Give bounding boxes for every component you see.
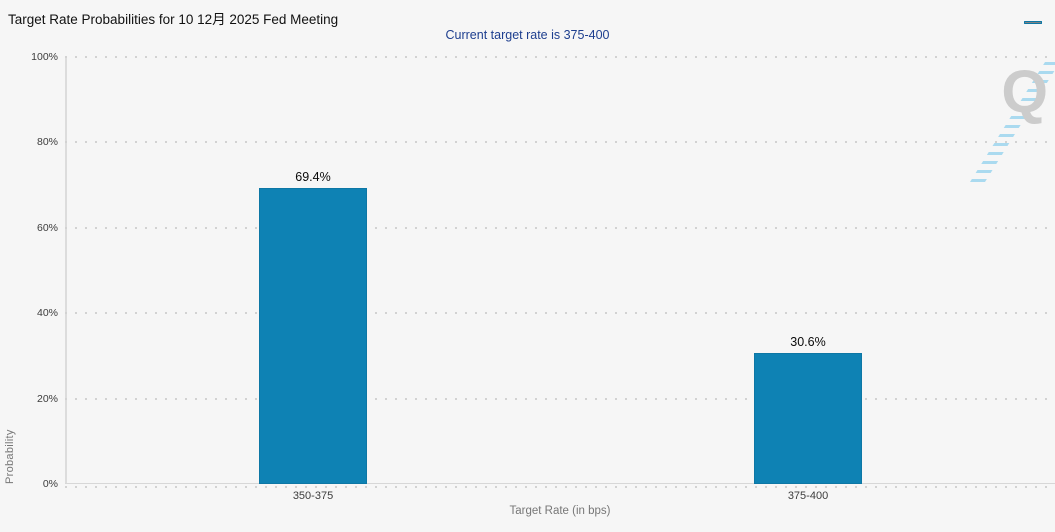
y-tick-label-20: 20% — [36, 392, 58, 405]
plot-area: 69.4% 350-375 30.6% 375-400 — [65, 56, 1055, 502]
menu-bar — [1024, 21, 1042, 24]
bar-value-label-375-400: 30.6% — [790, 335, 826, 349]
gridline-80 — [65, 141, 1055, 144]
bar-350-375[interactable] — [259, 188, 367, 484]
y-axis-line — [65, 57, 67, 484]
x-axis-tick-dots — [65, 486, 1055, 488]
x-tick-label-350-375: 350-375 — [292, 490, 334, 502]
y-tick-label-100: 100% — [31, 51, 58, 63]
y-tick-label-0: 0% — [42, 478, 58, 490]
x-axis-title: Target Rate (in bps) — [509, 505, 611, 517]
gridline-60 — [65, 226, 1055, 229]
bar-375-400[interactable] — [754, 353, 862, 484]
gridline-20 — [65, 397, 1055, 400]
chart-title: Target Rate Probabilities for 10 12月 202… — [8, 12, 339, 27]
chart-subtitle: Current target rate is 375-400 — [445, 28, 610, 42]
y-axis-tick-labels: 0% 20% 40% 60% 80% 100% — [0, 51, 60, 490]
gridline-40 — [65, 312, 1055, 315]
y-tick-label-80: 80% — [36, 136, 58, 149]
x-axis-baseline — [65, 483, 1055, 484]
x-tick-label-375-400: 375-400 — [787, 490, 829, 502]
hamburger-menu-icon[interactable] — [1024, 8, 1044, 24]
bar-value-label-350-375: 69.4% — [295, 170, 331, 184]
y-tick-label-60: 60% — [36, 221, 58, 234]
y-tick-label-40: 40% — [36, 307, 58, 320]
gridline-100 — [65, 56, 1055, 58]
